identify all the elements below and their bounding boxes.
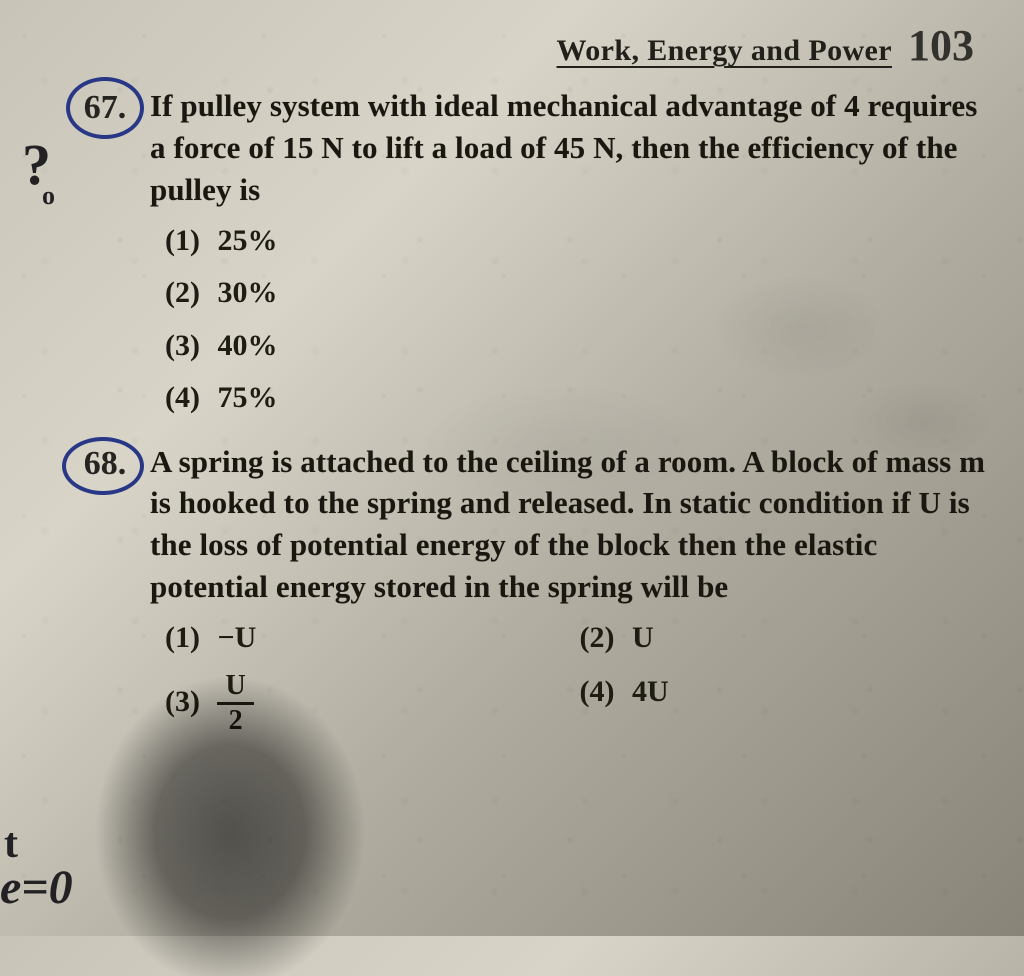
q68-option-3: (3) U 2 (165, 672, 580, 735)
option-label: (2) (165, 276, 200, 309)
q67-number: 67. (84, 85, 127, 131)
option-value: 4U (632, 675, 669, 708)
question-mark-dot: o (42, 185, 55, 207)
chapter-title: Work, Energy and Power (557, 34, 892, 68)
q67-option-2: (2) 30% (165, 273, 994, 314)
option-label: (2) (580, 621, 615, 654)
option-label: (1) (165, 224, 200, 257)
option-label: (4) (580, 675, 615, 708)
q68-text: A spring is attached to the ceiling of a… (150, 441, 994, 608)
fraction-numerator: U (217, 672, 253, 705)
q67-text: If pulley system with ideal mechanical a… (150, 85, 994, 211)
q67-option-1: (1) 25% (165, 221, 994, 262)
q68-number-wrap: 68. (60, 441, 150, 487)
q67-number-wrap: 67. (60, 85, 150, 131)
q68-options: (1) −U (2) U (3) U 2 (4) 4U (165, 618, 994, 736)
option-label: (1) (165, 621, 200, 654)
question-67: 67. If pulley system with ideal mechanic… (60, 85, 994, 419)
option-value: −U (217, 621, 256, 654)
option-label: (4) (165, 381, 200, 414)
q67-option-4: (4) 75% (165, 378, 994, 419)
option-label: (3) (165, 329, 200, 362)
handwritten-e-equals-zero: e=0 (0, 860, 73, 915)
q67-options: (1) 25% (2) 30% (3) 40% (4) 75% (165, 221, 994, 419)
fraction-icon: U 2 (217, 672, 253, 735)
page-header: Work, Energy and Power 103 (60, 20, 994, 71)
option-value: U (632, 621, 654, 654)
q68-option-4: (4) 4U (580, 672, 995, 735)
question-68: 68. A spring is attached to the ceiling … (60, 441, 994, 736)
q67-option-3: (3) 40% (165, 326, 994, 367)
option-value: 25% (217, 224, 277, 257)
option-value: 75% (217, 381, 277, 414)
q68-option-1: (1) −U (165, 618, 580, 659)
q68-option-2: (2) U (580, 618, 995, 659)
handwritten-question-mark: ? o (22, 140, 55, 207)
option-value: 40% (217, 329, 277, 362)
option-label: (3) (165, 685, 200, 718)
q68-number: 68. (84, 441, 127, 487)
page-number: 103 (908, 20, 974, 71)
fraction-denominator: 2 (229, 705, 243, 735)
option-value: 30% (217, 276, 277, 309)
